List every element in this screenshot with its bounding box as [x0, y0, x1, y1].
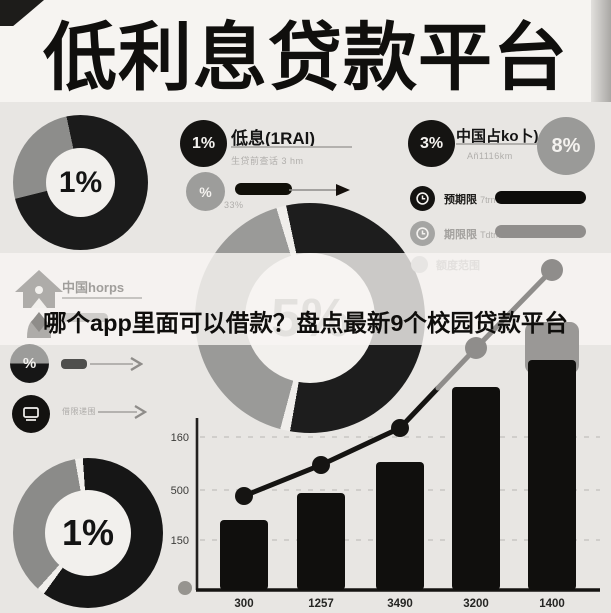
donut-chart-bottom-left: 1% — [13, 458, 163, 608]
svg-text:150: 150 — [171, 535, 189, 547]
divider — [231, 146, 352, 148]
header: 低利息贷款平台 — [0, 0, 611, 102]
svg-text:300: 300 — [234, 598, 253, 610]
svg-text:3200: 3200 — [463, 598, 489, 610]
progress-bar — [235, 183, 292, 195]
progress-bar-small — [61, 359, 87, 369]
percent-badge-split: % — [10, 344, 49, 383]
svg-text:1400: 1400 — [539, 598, 565, 610]
donut-value: 1% — [46, 148, 115, 217]
bar-note: 33% — [224, 200, 244, 210]
china-title: 中国占ko卜) — [456, 128, 539, 145]
arrow-right-icon — [90, 357, 143, 371]
svg-text:1257: 1257 — [308, 598, 334, 610]
percent-badge-gray: 8% — [537, 117, 595, 175]
donut-chart-top-left: 1% — [13, 115, 148, 250]
divider — [62, 297, 142, 299]
progress-bar-gray — [495, 225, 586, 238]
progress-bar — [495, 191, 586, 204]
caption-text: 哪个app里面可以借款？盘点最新9个校园贷款平台 — [43, 310, 568, 336]
percent-badge: 3% — [408, 120, 455, 167]
low-interest-title: 低息(1RAl) — [231, 129, 316, 148]
percent-badge: 1% — [180, 120, 227, 167]
arrow-right-icon — [289, 184, 350, 196]
monitor-icon — [12, 395, 50, 433]
header-edge-shadow — [591, 0, 611, 102]
row-label: 预期限 7trm — [444, 194, 499, 206]
divider — [456, 143, 570, 145]
house-icon — [15, 270, 63, 338]
row-label: 借限递围 — [62, 407, 96, 416]
low-interest-subtitle: 生贷前查话 3 hm — [231, 156, 304, 166]
svg-text:160: 160 — [171, 432, 189, 444]
row-label: 期限限 Tdtm — [444, 229, 501, 241]
svg-text:3490: 3490 — [387, 598, 413, 610]
donut-value: 1% — [45, 490, 131, 576]
arrow-right-icon — [98, 405, 147, 419]
clock-icon — [410, 221, 435, 246]
home-title: 中国horps — [62, 280, 125, 295]
clock-icon — [410, 186, 435, 211]
page-title: 低利息贷款平台 — [43, 15, 568, 99]
china-subtitle: Añ1116km — [467, 151, 513, 161]
percent-badge: % — [186, 172, 225, 211]
svg-text:500: 500 — [171, 485, 189, 497]
progress-bar-light — [62, 313, 108, 322]
